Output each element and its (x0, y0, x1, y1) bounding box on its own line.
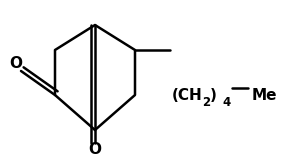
Text: 2: 2 (202, 96, 210, 109)
Text: Me: Me (252, 88, 277, 103)
Text: ): ) (210, 88, 217, 103)
Text: (CH: (CH (172, 88, 203, 103)
Text: O: O (88, 142, 101, 157)
Text: 4: 4 (222, 96, 230, 109)
Text: O: O (10, 57, 23, 72)
